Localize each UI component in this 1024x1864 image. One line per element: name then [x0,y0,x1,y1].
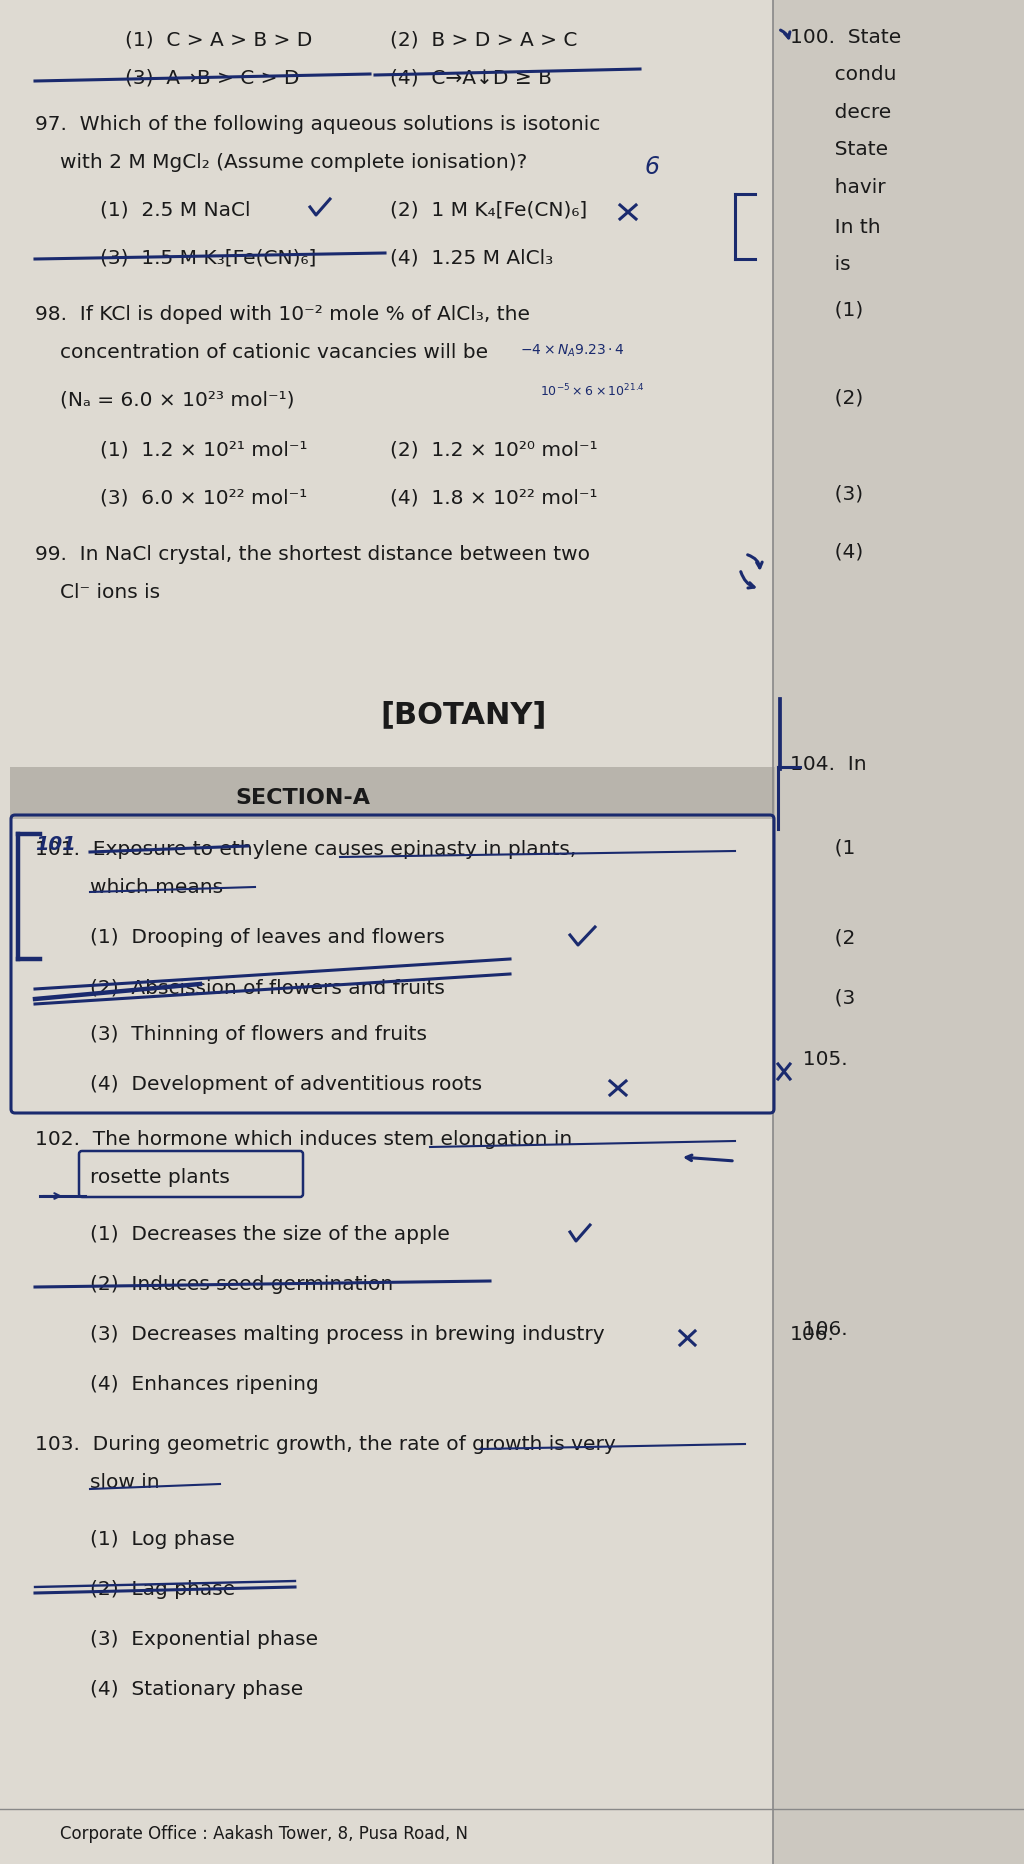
Text: (4)  1.25 M AlCl₃: (4) 1.25 M AlCl₃ [390,248,553,267]
Text: 105.: 105. [790,1049,848,1068]
Text: havir: havir [790,177,886,198]
Text: $10^{-5}\times 6\times10^{21.4}$: $10^{-5}\times 6\times10^{21.4}$ [540,382,645,399]
Text: (1)  1.2 × 10²¹ mol⁻¹: (1) 1.2 × 10²¹ mol⁻¹ [100,440,307,459]
Text: is: is [790,255,851,274]
Text: (4)  Enhances ripening: (4) Enhances ripening [90,1374,318,1392]
Text: Corporate Office : Aakash Tower, 8, Pusa Road, N: Corporate Office : Aakash Tower, 8, Pusa… [60,1825,468,1842]
Text: (2): (2) [790,388,863,406]
Text: (3)  Thinning of flowers and fruits: (3) Thinning of flowers and fruits [90,1025,427,1044]
Text: 101: 101 [35,835,76,854]
Text: (2)  Abscission of flowers and fruits: (2) Abscission of flowers and fruits [90,977,444,997]
Text: 97.  Which of the following aqueous solutions is isotonic: 97. Which of the following aqueous solut… [35,116,600,134]
Text: (2)  Induces seed germination: (2) Induces seed germination [90,1275,393,1294]
Text: [BOTANY]: [BOTANY] [380,699,547,729]
Text: 106.: 106. [790,1320,848,1338]
Text: decre: decre [790,103,891,121]
Text: (4)  C→A↓D ≥ B: (4) C→A↓D ≥ B [390,67,552,88]
Text: (3)  Exponential phase: (3) Exponential phase [90,1629,318,1648]
Text: 106.: 106. [790,1323,835,1344]
Text: slow in: slow in [90,1473,160,1491]
Text: condu: condu [790,65,896,84]
Text: (1)  Log phase: (1) Log phase [90,1528,234,1549]
Text: 100.  State: 100. State [790,28,901,47]
Text: 98.  If KCl is doped with 10⁻² mole % of AlCl₃, the: 98. If KCl is doped with 10⁻² mole % of … [35,306,530,324]
Text: (2)  B > D > A > C: (2) B > D > A > C [390,30,578,48]
Text: (3)  A→B > C > D: (3) A→B > C > D [125,67,299,88]
Text: (4)  Development of adventitious roots: (4) Development of adventitious roots [90,1074,482,1094]
Text: (1)  2.5 M NaCl: (1) 2.5 M NaCl [100,199,251,218]
Text: (3: (3 [790,988,855,1007]
Text: (1: (1 [790,837,855,857]
Text: SECTION-A: SECTION-A [234,788,370,807]
Text: (4)  Stationary phase: (4) Stationary phase [90,1679,303,1698]
Text: (3)  6.0 × 10²² mol⁻¹: (3) 6.0 × 10²² mol⁻¹ [100,488,307,507]
Bar [773,0,1024,1864]
Text: (2)  1 M K₄[Fe(CN)₆]: (2) 1 M K₄[Fe(CN)₆] [390,199,587,218]
Text: (2: (2 [790,928,855,947]
Text: (3): (3) [790,485,863,503]
Text: (Nₐ = 6.0 × 10²³ mol⁻¹): (Nₐ = 6.0 × 10²³ mol⁻¹) [60,390,295,408]
Text: (1)  Decreases the size of the apple: (1) Decreases the size of the apple [90,1225,450,1243]
Bar [0,0,773,1864]
Text: Cl⁻ ions is: Cl⁻ ions is [60,583,160,602]
Text: (1)  C > A > B > D: (1) C > A > B > D [125,30,312,48]
Text: 99.  In NaCl crystal, the shortest distance between two: 99. In NaCl crystal, the shortest distan… [35,544,590,563]
Text: 6: 6 [645,155,660,179]
Text: (4)  1.8 × 10²² mol⁻¹: (4) 1.8 × 10²² mol⁻¹ [390,488,597,507]
Text: (1)  Drooping of leaves and flowers: (1) Drooping of leaves and flowers [90,928,444,947]
Text: (4): (4) [790,542,863,561]
Text: 104.  In: 104. In [790,755,866,774]
Text: (3)  Decreases malting process in brewing industry: (3) Decreases malting process in brewing… [90,1323,604,1344]
Text: (1): (1) [790,300,863,319]
Text: rosette plants: rosette plants [90,1167,229,1186]
Text: concentration of cationic vacancies will be: concentration of cationic vacancies will… [60,343,488,362]
Text: 102.  The hormone which induces stem elongation in: 102. The hormone which induces stem elon… [35,1130,572,1148]
Text: 103.  During geometric growth, the rate of growth is very: 103. During geometric growth, the rate o… [35,1433,615,1454]
Text: 101.  Exposure to ethylene causes epinasty in plants,: 101. Exposure to ethylene causes epinast… [35,839,577,859]
Text: (2)  1.2 × 10²⁰ mol⁻¹: (2) 1.2 × 10²⁰ mol⁻¹ [390,440,598,459]
Text: which means: which means [90,878,223,897]
Text: $-4\times N_A 9.23\cdot4$: $-4\times N_A 9.23\cdot4$ [520,343,625,360]
Text: In th: In th [790,218,881,237]
Text: (2)  Lag phase: (2) Lag phase [90,1579,236,1597]
Bar [10,768,775,820]
Text: State: State [790,140,888,158]
Text: (3)  1.5 M K₃[Fe(CN)₆]: (3) 1.5 M K₃[Fe(CN)₆] [100,248,316,267]
Text: with 2 M MgCl₂ (Assume complete ionisation)?: with 2 M MgCl₂ (Assume complete ionisati… [60,153,527,171]
